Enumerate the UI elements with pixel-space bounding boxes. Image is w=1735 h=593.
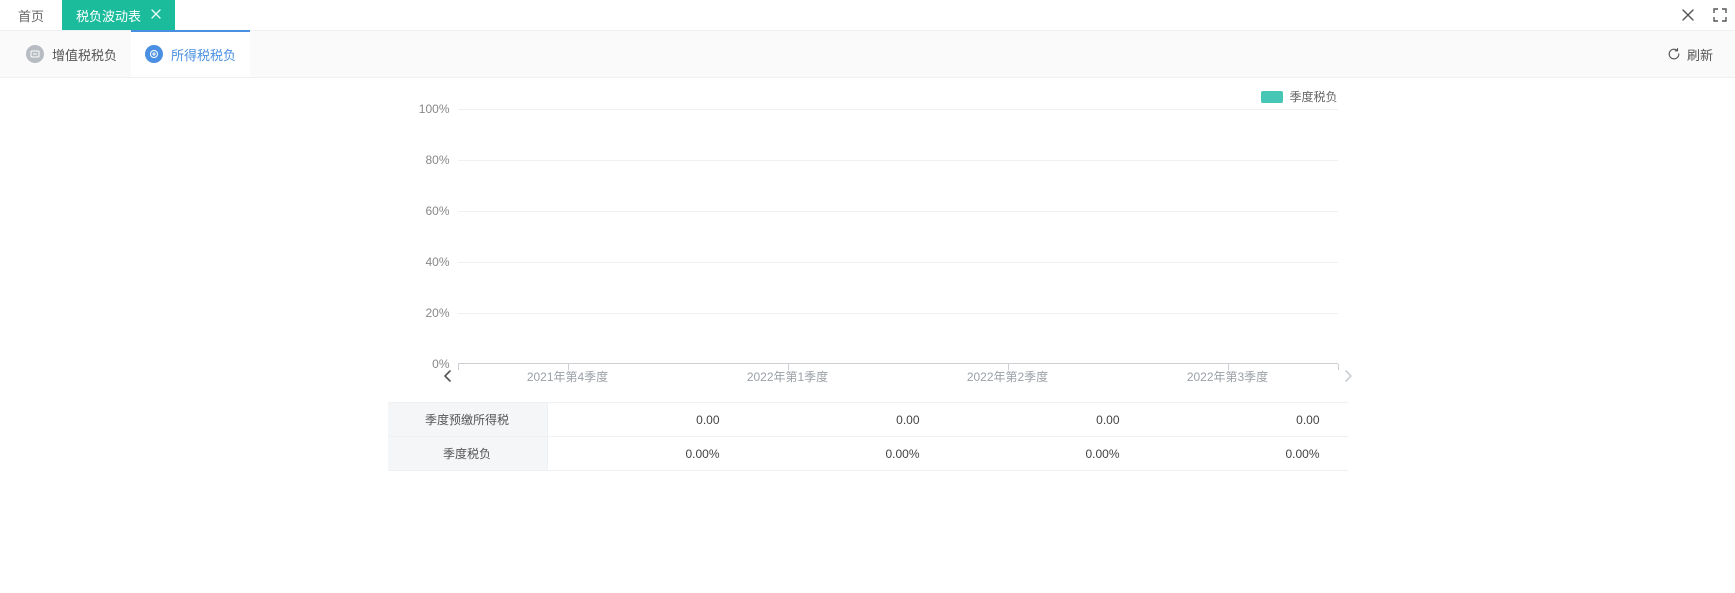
subtab-vat-label: 增值税税负: [52, 45, 117, 64]
bar-chart: 0%20%40%60%80%100%: [458, 109, 1338, 364]
y-tick-label: 100%: [410, 102, 450, 116]
table-cell: 0.00%: [548, 437, 748, 470]
refresh-label: 刷新: [1687, 45, 1713, 64]
table-cell: 0.00: [948, 403, 1148, 436]
sub-toolbar: 增值税税负 所得税税负 刷新: [0, 30, 1735, 78]
refresh-button[interactable]: 刷新: [1667, 45, 1713, 64]
legend-label: 季度税负: [1289, 88, 1337, 105]
table-cell: 0.00%: [748, 437, 948, 470]
subtabs: 增值税税负 所得税税负: [12, 31, 250, 77]
gridline: [458, 262, 1338, 263]
table-cell: 0.00: [748, 403, 948, 436]
y-tick-label: 40%: [410, 255, 450, 269]
table-cell: 0.00: [1148, 403, 1348, 436]
tab-tax-fluctuation-label: 税负波动表: [76, 6, 141, 25]
x-category-label: 2022年第2季度: [967, 368, 1048, 385]
x-category-label: 2021年第4季度: [527, 368, 608, 385]
x-tick: [1338, 364, 1339, 370]
subtab-income-tax[interactable]: 所得税税负: [131, 31, 250, 77]
table-row: 季度预缴所得税0.000.000.000.00: [388, 403, 1348, 437]
table-row: 季度税负0.00%0.00%0.00%0.00%: [388, 437, 1348, 471]
y-tick-label: 20%: [410, 306, 450, 320]
chart-container: 季度税负 0%20%40%60%80%100% 2021年第4季度 2022年第1…: [388, 88, 1348, 471]
x-category-label: 2022年第1季度: [747, 368, 828, 385]
y-tick-label: 80%: [410, 153, 450, 167]
tab-home-label: 首页: [18, 6, 44, 25]
chart-next-button[interactable]: [1340, 368, 1356, 384]
row-header: 季度预缴所得税: [388, 403, 548, 436]
gridline: [458, 313, 1338, 314]
gridline: [458, 109, 1338, 110]
x-category-label: 2022年第3季度: [1187, 368, 1268, 385]
legend-swatch: [1261, 91, 1283, 103]
chart-legend: 季度税负: [388, 88, 1348, 109]
window-close-icon[interactable]: [1679, 6, 1697, 24]
data-table: 季度预缴所得税0.000.000.000.00季度税负0.00%0.00%0.0…: [388, 402, 1348, 471]
fullscreen-icon[interactable]: [1711, 6, 1729, 24]
vat-icon: [26, 45, 44, 63]
tab-home[interactable]: 首页: [0, 0, 62, 30]
close-icon[interactable]: [151, 9, 161, 21]
row-cells: 0.000.000.000.00: [548, 403, 1348, 436]
refresh-icon: [1667, 47, 1681, 61]
x-axis-labels: 2021年第4季度 2022年第1季度 2022年第2季度 2022年第3季度: [458, 364, 1338, 398]
top-tabbar: 首页 税负波动表: [0, 0, 1735, 30]
row-cells: 0.00%0.00%0.00%0.00%: [548, 437, 1348, 470]
content-area: 季度税负 0%20%40%60%80%100% 2021年第4季度 2022年第1…: [0, 78, 1735, 471]
income-tax-icon: [145, 45, 163, 63]
row-header: 季度税负: [388, 437, 548, 470]
table-cell: 0.00%: [948, 437, 1148, 470]
gridline: [458, 160, 1338, 161]
table-cell: 0.00%: [1148, 437, 1348, 470]
gridline: [458, 211, 1338, 212]
tab-tax-fluctuation[interactable]: 税负波动表: [62, 0, 175, 30]
y-tick-label: 60%: [410, 204, 450, 218]
subtab-vat[interactable]: 增值税税负: [12, 31, 131, 77]
chart-prev-button[interactable]: [440, 368, 456, 384]
subtab-income-tax-label: 所得税税负: [171, 45, 236, 64]
table-cell: 0.00: [548, 403, 748, 436]
